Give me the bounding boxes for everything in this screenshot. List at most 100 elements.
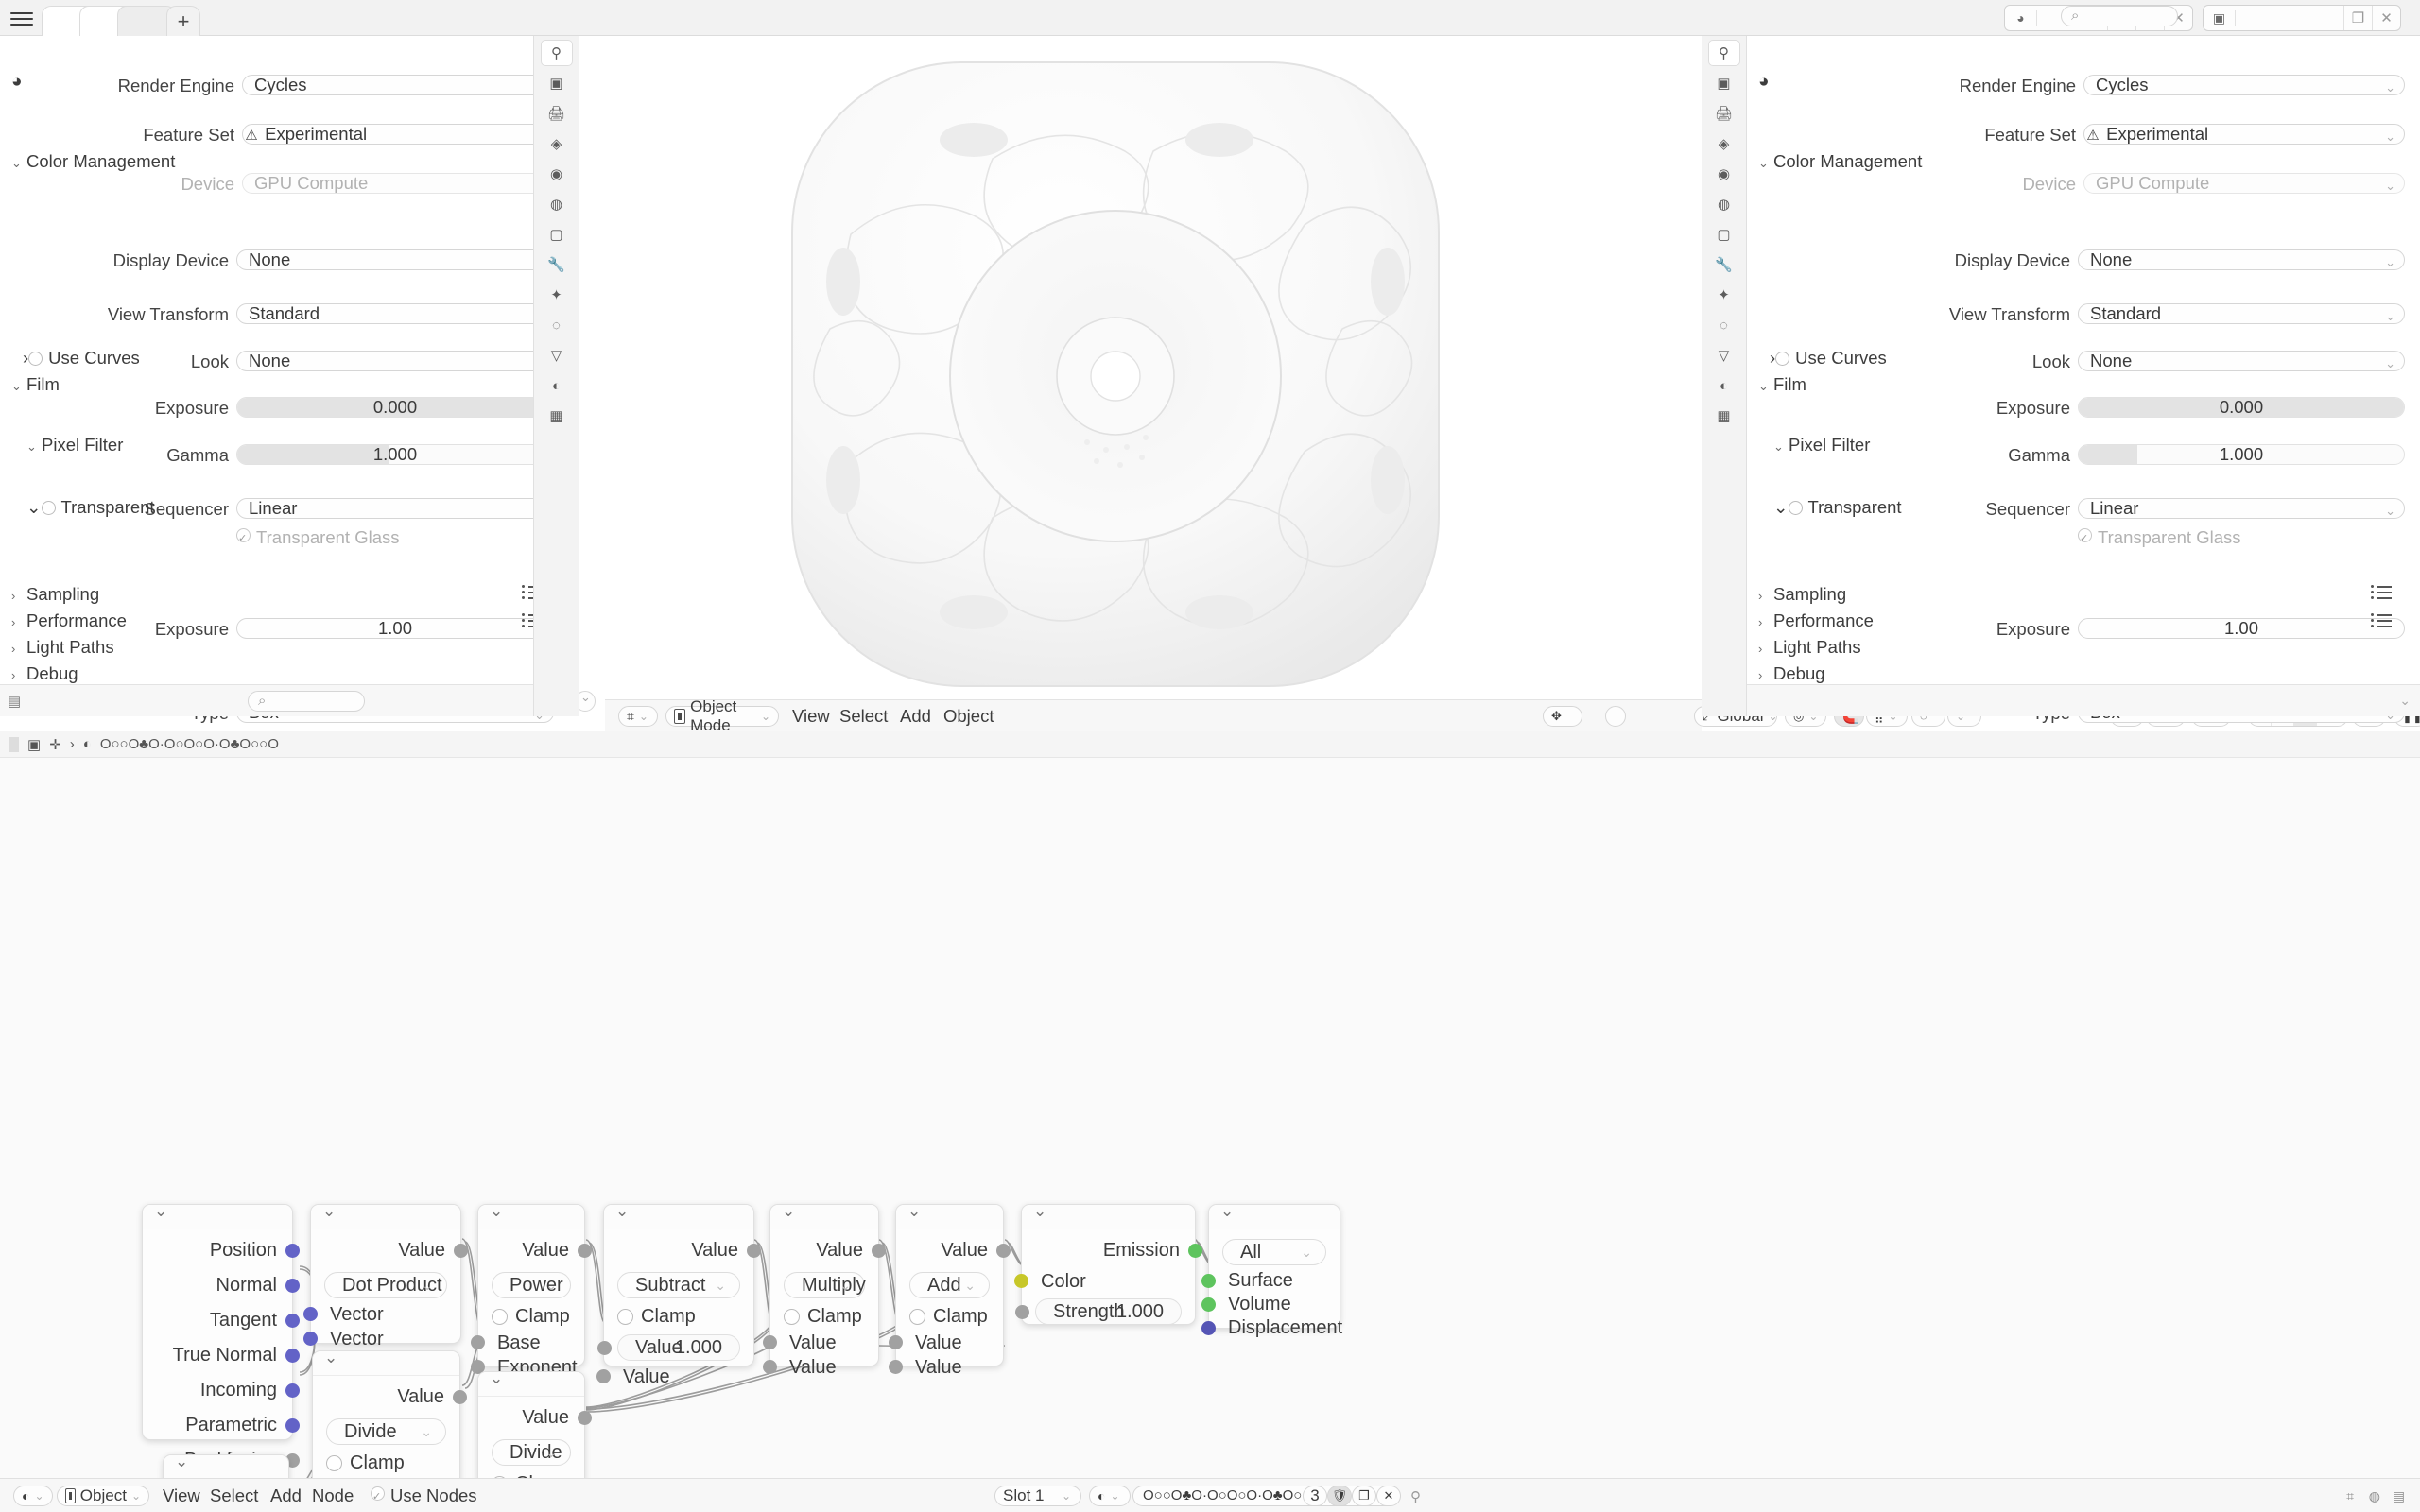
- node-vector-math-dot-product[interactable]: Value Dot Product⌄ Vector Vector: [303, 1202, 468, 1349]
- strength-field[interactable]: Strength 1.000: [1015, 1298, 1182, 1325]
- socket-tangent-out[interactable]: [285, 1314, 300, 1328]
- sequencer-dropdown[interactable]: Linear ⌄: [236, 498, 554, 519]
- section-light-paths[interactable]: › Light Paths: [11, 637, 114, 660]
- clamp-checkbox[interactable]: Clamp: [313, 1449, 459, 1477]
- material-slot-selector[interactable]: Slot 1 ⌄: [994, 1486, 1081, 1506]
- node-socket-row[interactable]: Value: [604, 1233, 761, 1268]
- clamp-checkbox[interactable]: Clamp: [604, 1302, 753, 1331]
- scrollbar-handle[interactable]: [9, 736, 19, 752]
- socket-parametric-out[interactable]: [285, 1418, 300, 1433]
- shader-node-editor[interactable]: ▣ ✛ › ◐ O○○O♣O·O○O○O·O♣O○○O: [0, 731, 2420, 1478]
- operation-dropdown[interactable]: Divide ⌄: [492, 1439, 571, 1466]
- expand-button[interactable]: ⌄: [575, 690, 596, 712]
- use-nodes-toggle[interactable]: Use Nodes: [371, 1486, 477, 1506]
- node-math-multiply[interactable]: Value Multiply⌄ Clamp Value Value: [763, 1202, 886, 1378]
- socket-value-out[interactable]: [578, 1244, 592, 1258]
- viewport-3d[interactable]: [605, 36, 1702, 716]
- gamma-slider[interactable]: 1.000: [236, 444, 554, 465]
- node-socket-row[interactable]: Vector: [303, 1302, 460, 1327]
- film-exposure-field-r[interactable]: 1.00: [2078, 618, 2405, 639]
- node-socket-row[interactable]: Value: [313, 1380, 467, 1415]
- show-gizmo-toggle[interactable]: ✥: [1543, 706, 1582, 727]
- search-input[interactable]: ⌕: [248, 691, 365, 712]
- tab-scene[interactable]: ◉: [549, 166, 563, 182]
- node-socket-row[interactable]: Volume: [1201, 1293, 1340, 1316]
- node-socket-row[interactable]: Emission: [1022, 1233, 1202, 1268]
- socket-value-out[interactable]: [872, 1244, 886, 1258]
- node-header[interactable]: [896, 1202, 1003, 1229]
- transparent-toggle-r[interactable]: ⌄ Transparent: [1773, 497, 1902, 518]
- use-curves-toggle[interactable]: › Use Curves: [23, 348, 140, 369]
- tab-material[interactable]: ▦: [549, 408, 563, 424]
- tab-modifiers-r[interactable]: 🔧: [1715, 257, 1733, 273]
- socket-surface-in[interactable]: [1201, 1274, 1216, 1288]
- pin-icon[interactable]: ⚲: [1410, 1489, 1421, 1505]
- film-exposure-field[interactable]: 1.00: [236, 618, 554, 639]
- new-material-button[interactable]: ❐: [1352, 1486, 1376, 1506]
- node-header[interactable]: [1022, 1202, 1195, 1229]
- material-users-count[interactable]: 3: [1303, 1486, 1327, 1506]
- operation-dropdown[interactable]: Subtract ⌄: [617, 1272, 740, 1298]
- tab-output[interactable]: 🖨: [546, 106, 566, 122]
- editor-type-selector[interactable]: ⌗ ⌄: [618, 706, 658, 727]
- node-socket-row[interactable]: True Normal: [143, 1338, 300, 1373]
- unlink-material-button[interactable]: ✕: [1376, 1486, 1401, 1506]
- tab-tool-r[interactable]: ⚲: [1707, 40, 1740, 66]
- view-transform-dropdown-r[interactable]: Standard ⌄: [2078, 303, 2405, 324]
- socket-volume-in[interactable]: [1201, 1297, 1216, 1312]
- tab-physics-r[interactable]: ◌: [1720, 317, 1728, 334]
- node-socket-row[interactable]: Value: [311, 1233, 468, 1268]
- tab-view-layer-r[interactable]: ◈: [1718, 136, 1730, 152]
- node-header[interactable]: [164, 1452, 288, 1478]
- tab-material-r[interactable]: ▦: [1717, 408, 1731, 424]
- section-film-r[interactable]: ⌄ Film: [1758, 374, 1806, 397]
- shader-type-selector[interactable]: Object ⌄: [57, 1486, 149, 1506]
- node-socket-row[interactable]: Incoming: [143, 1373, 300, 1408]
- use-curves-toggle-r[interactable]: › Use Curves: [1770, 348, 1887, 369]
- exposure-slider[interactable]: 0.000: [236, 397, 554, 418]
- node-math-power[interactable]: Value Power⌄ Clamp Base Exponent: [471, 1202, 592, 1378]
- editor-type-icon[interactable]: ▤: [8, 694, 22, 710]
- render-engine-dropdown-r[interactable]: Cycles ⌄: [2083, 75, 2405, 95]
- interaction-mode-selector[interactable]: Object Mode ⌄: [666, 697, 779, 734]
- snap-node-icon[interactable]: ⌗: [2346, 1488, 2354, 1503]
- section-debug[interactable]: › Debug: [11, 663, 78, 686]
- list-icon-r[interactable]: [2371, 584, 2392, 599]
- node-geometry[interactable]: Position Normal Tangent True Normal Inco…: [142, 1202, 300, 1470]
- node-socket-row[interactable]: Value: [478, 1400, 592, 1435]
- value-field[interactable]: Value 1.000: [597, 1334, 740, 1361]
- socket-vector-b-in[interactable]: [303, 1332, 318, 1346]
- close-icon[interactable]: ✕: [2372, 6, 2400, 30]
- menu-object[interactable]: Object: [943, 706, 994, 726]
- operation-dropdown[interactable]: Divide ⌄: [326, 1418, 446, 1445]
- feature-set-dropdown-r[interactable]: ⚠ Experimental ⌄: [2083, 124, 2405, 145]
- list-icon-r[interactable]: [2371, 612, 2392, 627]
- menu-view[interactable]: View: [792, 706, 830, 726]
- menu-add-node[interactable]: Add: [270, 1486, 302, 1505]
- node-material-output[interactable]: All ⌄ Surface Volume Displacement: [1201, 1202, 1342, 1338]
- tab-tool[interactable]: ⚲: [540, 40, 573, 66]
- display-device-dropdown[interactable]: None ⌄: [236, 249, 554, 270]
- tab-object[interactable]: ▢: [549, 227, 563, 243]
- tab-output-r[interactable]: 🖨: [1714, 106, 1734, 122]
- tab-view-layer[interactable]: ◈: [550, 136, 562, 152]
- node-header[interactable]: [770, 1202, 878, 1229]
- menu-select-node[interactable]: Select: [210, 1486, 259, 1505]
- clamp-checkbox[interactable]: Clamp: [478, 1469, 584, 1478]
- node-header[interactable]: [313, 1349, 459, 1376]
- node-header[interactable]: [604, 1202, 753, 1229]
- transparent-toggle[interactable]: ⌄ Transparent: [26, 497, 155, 518]
- sequencer-dropdown-r[interactable]: Linear ⌄: [2078, 498, 2405, 519]
- menu-select[interactable]: Select: [839, 706, 889, 726]
- socket-value-out[interactable]: [996, 1244, 1011, 1258]
- node-header[interactable]: [1209, 1202, 1340, 1229]
- node-socket-row[interactable]: Vector: [303, 1327, 460, 1351]
- section-color-management-r[interactable]: ⌄ Color Management: [1758, 151, 1922, 174]
- socket-value-b-in[interactable]: [889, 1360, 903, 1374]
- display-device-dropdown-r[interactable]: None ⌄: [2078, 249, 2405, 270]
- tab-object-r[interactable]: ▢: [1717, 227, 1731, 243]
- node-socket-row[interactable]: Value: [763, 1331, 878, 1355]
- options-node-icon[interactable]: ▤: [2392, 1488, 2405, 1503]
